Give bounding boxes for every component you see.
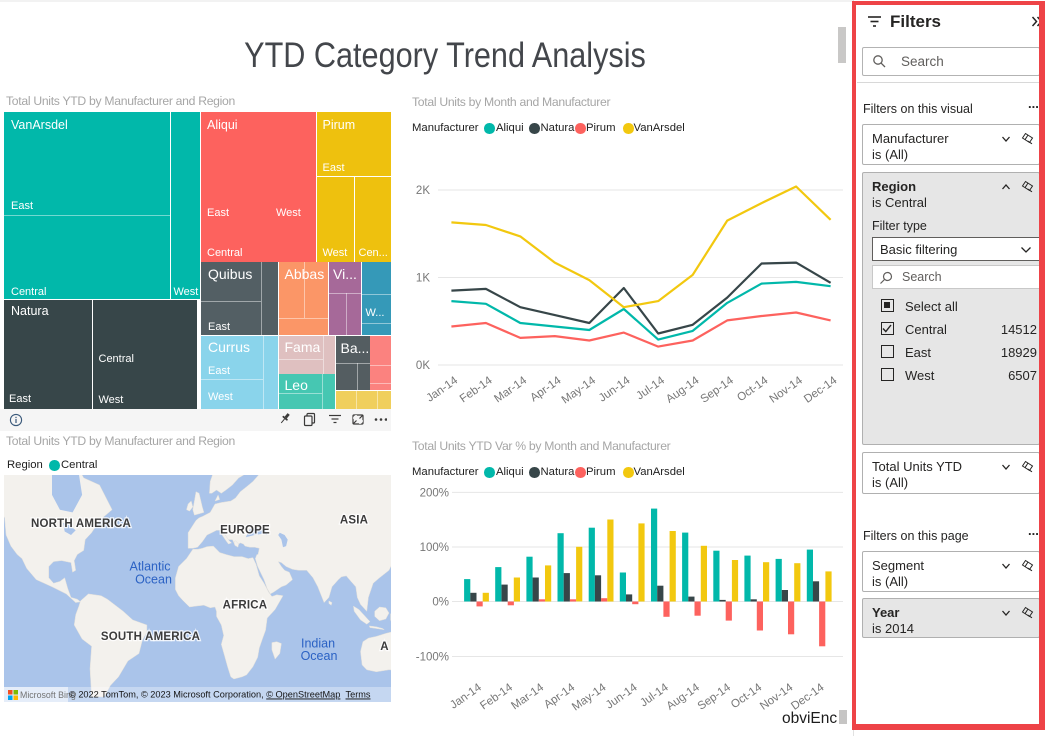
- svg-text:Jun-14: Jun-14: [597, 374, 633, 404]
- svg-text:SOUTH AMERICA: SOUTH AMERICA: [101, 631, 200, 643]
- svg-text:May-14: May-14: [560, 374, 599, 406]
- svg-text:Aug-14: Aug-14: [664, 374, 702, 405]
- svg-text:Aug-14: Aug-14: [665, 681, 703, 712]
- svg-text:EUROPE: EUROPE: [220, 525, 270, 537]
- svg-text:Nov-14: Nov-14: [768, 374, 806, 405]
- svg-text:Atlantic: Atlantic: [130, 560, 171, 574]
- svg-text:© 2022 TomTom, © 2023 Microsof: © 2022 TomTom, © 2023 Microsoft Corporat…: [69, 690, 371, 700]
- svg-text:Jun-14: Jun-14: [604, 681, 640, 711]
- svg-text:Feb-14: Feb-14: [478, 681, 515, 712]
- svg-text:Sep-14: Sep-14: [699, 374, 737, 405]
- svg-text:2K: 2K: [416, 185, 430, 197]
- svg-text:Jul-14: Jul-14: [634, 374, 667, 402]
- svg-text:0%: 0%: [432, 597, 449, 609]
- svg-text:AFRICA: AFRICA: [223, 600, 268, 612]
- svg-text:Dec-14: Dec-14: [789, 681, 827, 712]
- svg-text:NORTH AMERICA: NORTH AMERICA: [31, 518, 131, 530]
- svg-text:0K: 0K: [416, 360, 430, 372]
- svg-text:May-14: May-14: [570, 681, 609, 713]
- svg-text:Jan-14: Jan-14: [448, 681, 484, 711]
- svg-text:200%: 200%: [420, 487, 449, 499]
- svg-text:Oct-14: Oct-14: [729, 681, 765, 711]
- svg-text:Sep-14: Sep-14: [696, 681, 734, 712]
- svg-text:Dec-14: Dec-14: [802, 374, 840, 405]
- svg-text:Indian: Indian: [301, 637, 335, 651]
- svg-text:Microsoft Bing: Microsoft Bing: [20, 690, 76, 700]
- svg-text:Ocean: Ocean: [135, 573, 172, 587]
- svg-text:ASIA: ASIA: [340, 515, 368, 527]
- svg-text:Feb-14: Feb-14: [458, 374, 495, 405]
- svg-text:Mar-14: Mar-14: [492, 374, 529, 405]
- svg-text:1K: 1K: [416, 273, 430, 285]
- svg-text:-100%: -100%: [416, 652, 449, 664]
- svg-text:Oct-14: Oct-14: [735, 374, 771, 404]
- svg-text:100%: 100%: [420, 542, 449, 554]
- svg-text:Nov-14: Nov-14: [758, 681, 796, 712]
- svg-text:Mar-14: Mar-14: [509, 681, 546, 712]
- svg-text:A: A: [380, 641, 389, 653]
- svg-text:Jan-14: Jan-14: [424, 374, 460, 404]
- svg-text:Apr-14: Apr-14: [528, 374, 564, 404]
- svg-text:Ocean: Ocean: [301, 649, 338, 663]
